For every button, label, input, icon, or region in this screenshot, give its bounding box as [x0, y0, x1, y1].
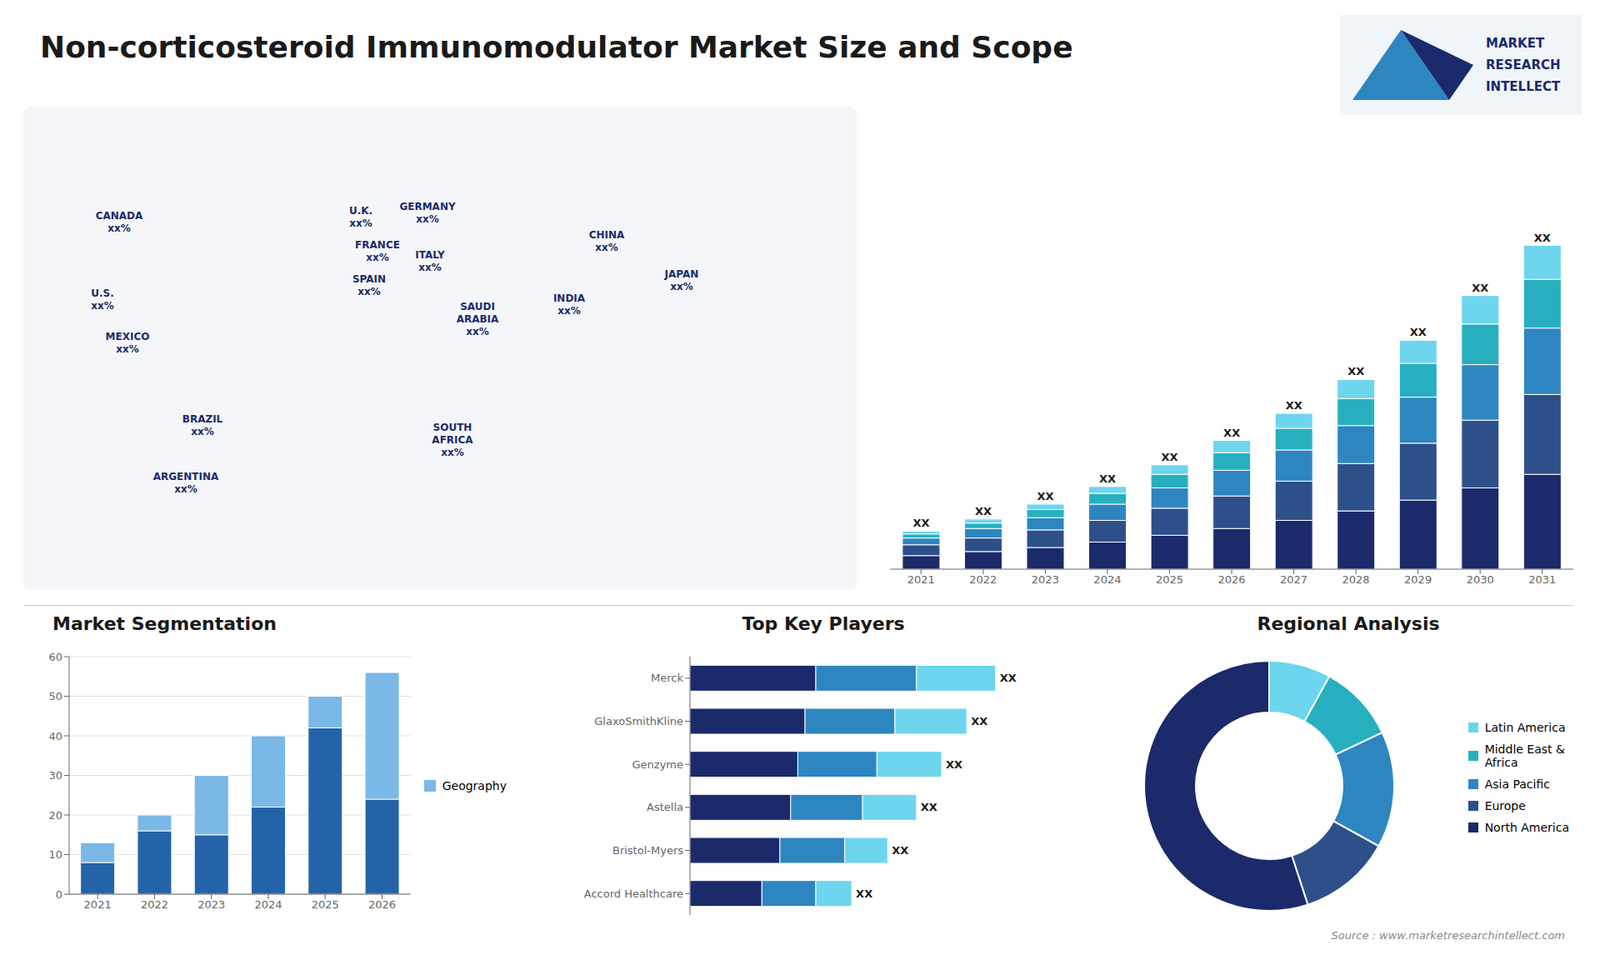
svg-text:2028: 2028 — [1342, 573, 1370, 586]
svg-text:XX: XX — [891, 844, 909, 857]
svg-text:U.S.xx%: U.S.xx% — [90, 287, 115, 312]
svg-text:JAPANxx%: JAPANxx% — [664, 268, 700, 293]
svg-text:2021: 2021 — [907, 573, 935, 586]
svg-text:30: 30 — [48, 769, 63, 782]
svg-text:MEXICOxx%: MEXICOxx% — [105, 330, 150, 355]
svg-text:XX: XX — [1285, 399, 1303, 412]
svg-text:2029: 2029 — [1404, 573, 1432, 586]
svg-text:2022: 2022 — [140, 898, 169, 911]
html-text:Latin America: Latin America — [1484, 720, 1566, 735]
svg-text:GlaxoSmithKline: GlaxoSmithKline — [594, 715, 684, 728]
svg-text:XX: XX — [855, 887, 873, 900]
svg-text:RESEARCH: RESEARCH — [1485, 57, 1561, 73]
html-text:Top Key Players: Top Key Players — [742, 613, 905, 635]
html-text:Europe: Europe — [1484, 799, 1526, 813]
svg-text:XX: XX — [1347, 365, 1365, 378]
svg-text:Merck: Merck — [650, 671, 684, 685]
svg-text:2023: 2023 — [1031, 573, 1060, 586]
html-text:Middle East & Africa: Middle East & Africa — [1484, 742, 1565, 770]
svg-text:INTELLECT: INTELLECT — [1485, 79, 1561, 95]
svg-text:2031: 2031 — [1528, 573, 1556, 586]
svg-text:40: 40 — [48, 730, 63, 743]
svg-text:SAUDIARABIAxx%: SAUDIARABIAxx% — [456, 300, 500, 338]
svg-text:XX: XX — [945, 758, 963, 771]
svg-text:CANADAxx%: CANADAxx% — [95, 210, 144, 235]
svg-text:ITALYxx%: ITALYxx% — [415, 249, 445, 274]
svg-text:Accord Healthcare: Accord Healthcare — [584, 887, 684, 900]
svg-text:2024: 2024 — [1093, 573, 1121, 586]
svg-text:2023: 2023 — [197, 898, 225, 911]
svg-text:INDIAxx%: INDIAxx% — [553, 292, 586, 317]
svg-text:XX: XX — [1534, 231, 1551, 245]
svg-text:BRAZILxx%: BRAZILxx% — [182, 413, 224, 438]
svg-text:XX: XX — [1410, 325, 1427, 339]
svg-text:XX: XX — [975, 505, 992, 518]
html-text:Geography: Geography — [442, 779, 507, 793]
svg-text:50: 50 — [48, 690, 63, 703]
svg-text:SOUTHAFRICAxx%: SOUTHAFRICAxx% — [431, 421, 474, 459]
svg-text:XX: XX — [1000, 671, 1017, 685]
svg-text:2027: 2027 — [1280, 573, 1308, 586]
svg-text:XX: XX — [1099, 472, 1116, 485]
svg-text:XX: XX — [1471, 281, 1489, 295]
svg-text:SPAINxx%: SPAINxx% — [352, 273, 386, 298]
svg-text:2025: 2025 — [311, 898, 340, 911]
svg-text:0: 0 — [55, 888, 63, 901]
svg-text:2026: 2026 — [368, 898, 396, 911]
svg-text:Genzyme: Genzyme — [632, 758, 685, 771]
svg-text:10: 10 — [48, 848, 63, 861]
svg-text:2025: 2025 — [1155, 573, 1184, 586]
svg-text:XX: XX — [912, 516, 930, 530]
svg-text:2030: 2030 — [1466, 573, 1495, 586]
svg-text:2022: 2022 — [969, 573, 997, 586]
html-text:North America: North America — [1484, 820, 1570, 835]
svg-text:U.K.xx%: U.K.xx% — [349, 205, 373, 230]
svg-text:20: 20 — [48, 809, 63, 822]
html-text:Market Segmentation: Market Segmentation — [52, 613, 277, 635]
svg-text:Astella: Astella — [646, 800, 684, 814]
svg-text:XX: XX — [1036, 490, 1054, 503]
html-text:Asia Pacific: Asia Pacific — [1484, 777, 1550, 791]
html-text:Non-corticosteroid Immunomodul: Non-corticosteroid Immunomodulator Marke… — [40, 30, 1073, 65]
svg-text:ARGENTINAxx%: ARGENTINAxx% — [153, 470, 220, 495]
svg-text:GERMANYxx%: GERMANYxx% — [399, 200, 456, 225]
svg-text:FRANCExx%: FRANCExx% — [355, 239, 400, 264]
svg-text:MARKET: MARKET — [1485, 35, 1545, 51]
svg-text:2026: 2026 — [1217, 573, 1245, 586]
svg-text:2021: 2021 — [84, 898, 112, 911]
svg-text:XX: XX — [1161, 450, 1179, 464]
svg-text:XX: XX — [970, 715, 988, 728]
svg-text:2024: 2024 — [254, 898, 282, 911]
svg-text:XX: XX — [1223, 426, 1240, 440]
html-text:Regional Analysis: Regional Analysis — [1257, 613, 1440, 635]
svg-text:Bristol-Myers: Bristol-Myers — [612, 844, 684, 857]
html-text:Source : www.marketresearchint: Source : www.marketresearchintellect.com — [1331, 929, 1565, 942]
svg-text:60: 60 — [48, 650, 63, 664]
svg-text:XX: XX — [920, 800, 938, 814]
svg-text:CHINAxx%: CHINAxx% — [589, 229, 625, 254]
